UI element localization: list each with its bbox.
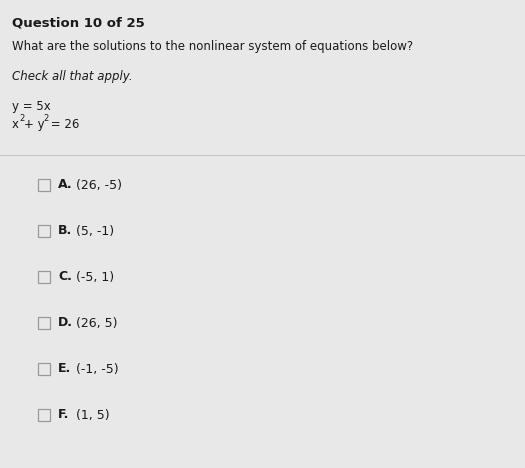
Text: 2: 2	[19, 114, 25, 123]
Bar	[38, 409, 50, 421]
Text: B.: B.	[58, 225, 72, 237]
Text: D.: D.	[58, 316, 73, 329]
Text: C.: C.	[58, 271, 72, 284]
Text: A.: A.	[58, 178, 72, 191]
Text: y = 5x: y = 5x	[12, 100, 51, 113]
Text: 2: 2	[43, 114, 48, 123]
Text: x: x	[12, 118, 19, 131]
Bar	[38, 179, 50, 191]
Text: (-1, -5): (-1, -5)	[76, 363, 119, 375]
Bar	[38, 271, 50, 283]
Bar	[38, 225, 50, 237]
Text: = 26: = 26	[47, 118, 79, 131]
Text: (1, 5): (1, 5)	[76, 409, 110, 422]
Bar	[38, 317, 50, 329]
Text: (26, -5): (26, -5)	[76, 178, 122, 191]
Text: F.: F.	[58, 409, 69, 422]
Bar	[38, 363, 50, 375]
Text: E.: E.	[58, 363, 71, 375]
Text: Check all that apply.: Check all that apply.	[12, 70, 133, 83]
Text: (-5, 1): (-5, 1)	[76, 271, 114, 284]
Text: (5, -1): (5, -1)	[76, 225, 114, 237]
Text: + y: + y	[24, 118, 45, 131]
Text: What are the solutions to the nonlinear system of equations below?: What are the solutions to the nonlinear …	[12, 40, 413, 53]
Text: Question 10 of 25: Question 10 of 25	[12, 16, 145, 29]
Text: (26, 5): (26, 5)	[76, 316, 118, 329]
